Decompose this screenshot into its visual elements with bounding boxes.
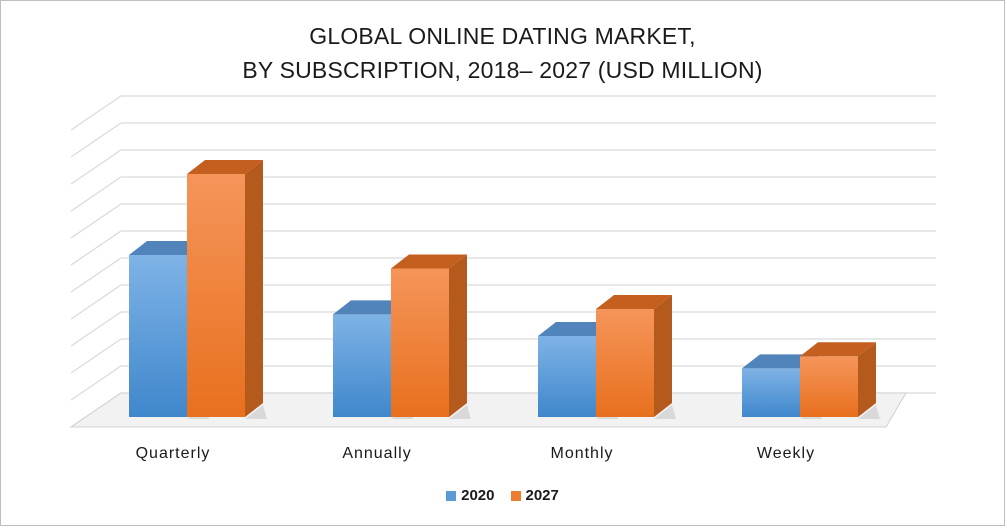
chart-title-block: GLOBAL ONLINE DATING MARKET, BY SUBSCRIP… <box>1 19 1004 87</box>
gridline <box>70 122 936 158</box>
bar-side <box>245 160 263 417</box>
bar-top <box>742 354 818 369</box>
bar-shadow <box>542 405 618 419</box>
chart-title: GLOBAL ONLINE DATING MARKET, <box>309 23 696 49</box>
bar-side <box>449 254 467 417</box>
bar-shadow <box>804 405 880 419</box>
bar-front <box>538 336 596 417</box>
category-labels: Quarterly Annually Monthly Weekly <box>136 445 815 462</box>
bar-front <box>187 174 245 417</box>
legend-swatch-series-1 <box>446 490 457 501</box>
bar-top <box>391 254 467 269</box>
bar-side <box>654 295 672 417</box>
bar-front <box>800 356 858 417</box>
bar-shadow <box>600 405 676 419</box>
floor-plane <box>69 392 907 428</box>
bar-top <box>129 241 205 255</box>
bar-top <box>187 160 263 174</box>
legend-label-series-2: 2027 <box>525 487 559 504</box>
bar <box>333 300 413 419</box>
bar-front <box>129 255 187 417</box>
bar <box>187 160 267 419</box>
bar-shadow <box>337 405 413 419</box>
bar-top <box>596 295 672 309</box>
bar-shadow <box>133 405 209 419</box>
chart-subtitle: BY SUBSCRIPTION, 2018– 2027 (USD MILLION… <box>242 57 763 83</box>
plot-floor <box>69 392 907 428</box>
bar-side <box>858 342 876 417</box>
gridline <box>70 95 936 131</box>
category-label: Annually <box>342 445 411 462</box>
category-label: Quarterly <box>136 445 211 462</box>
legend-label-series-1: 2020 <box>461 487 495 504</box>
bar-shadow <box>746 405 822 419</box>
legend-swatch-series-2 <box>510 490 521 501</box>
bar-shadow <box>395 405 471 419</box>
category-label: Monthly <box>550 445 613 462</box>
bar-front <box>333 314 391 417</box>
bar-top <box>333 300 409 315</box>
bar <box>391 254 471 419</box>
legend-item-series-2: 2027 <box>510 487 559 504</box>
bar-front <box>596 309 654 417</box>
gridline <box>70 149 936 185</box>
legend-item-series-1: 2020 <box>446 487 495 504</box>
bar-shadow <box>191 405 267 419</box>
bar-top <box>538 322 614 336</box>
bar-front <box>391 268 449 417</box>
bar-top <box>800 342 876 357</box>
bar <box>800 342 880 419</box>
bars <box>129 160 880 419</box>
legend: 2020 2027 <box>1 487 1004 504</box>
bar <box>596 295 676 419</box>
category-label: Weekly <box>757 445 815 462</box>
bar-front <box>742 368 800 417</box>
